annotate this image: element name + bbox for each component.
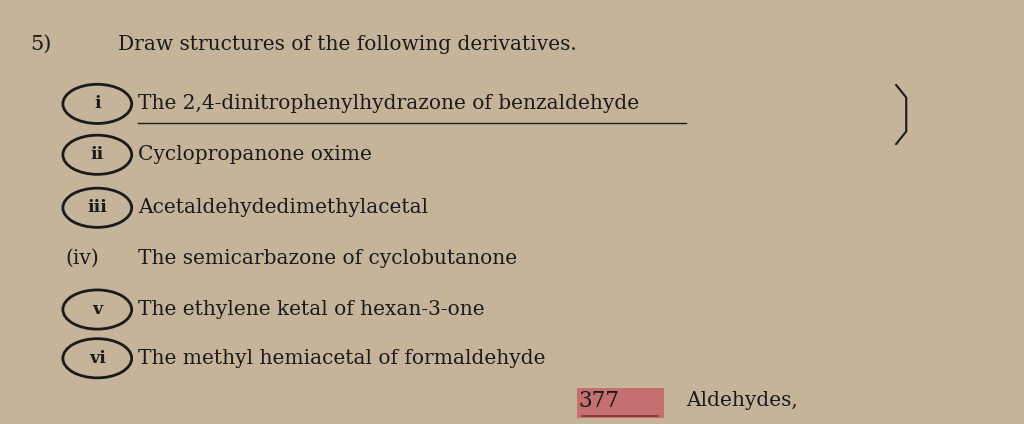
Text: Aldehydes,: Aldehydes, bbox=[686, 391, 798, 410]
Text: The methyl hemiacetal of formaldehyde: The methyl hemiacetal of formaldehyde bbox=[138, 349, 546, 368]
Text: Draw structures of the following derivatives.: Draw structures of the following derivat… bbox=[118, 35, 577, 54]
Text: The 2,4-dinitrophenylhydrazone of benzaldehyde: The 2,4-dinitrophenylhydrazone of benzal… bbox=[138, 95, 639, 113]
Text: v: v bbox=[92, 301, 102, 318]
Text: 5): 5) bbox=[31, 35, 52, 54]
Text: Cyclopropanone oxime: Cyclopropanone oxime bbox=[138, 145, 372, 164]
Text: The ethylene ketal of hexan-3-one: The ethylene ketal of hexan-3-one bbox=[138, 300, 485, 319]
Text: Acetaldehydedimethylacetal: Acetaldehydedimethylacetal bbox=[138, 198, 428, 217]
Text: (iv): (iv) bbox=[66, 249, 98, 268]
Text: i: i bbox=[94, 95, 100, 112]
Text: The semicarbazone of cyclobutanone: The semicarbazone of cyclobutanone bbox=[138, 249, 517, 268]
FancyBboxPatch shape bbox=[577, 388, 664, 418]
Text: iii: iii bbox=[87, 199, 108, 216]
Text: vi: vi bbox=[89, 350, 105, 367]
Text: 377: 377 bbox=[579, 390, 620, 412]
Text: ii: ii bbox=[91, 146, 103, 163]
